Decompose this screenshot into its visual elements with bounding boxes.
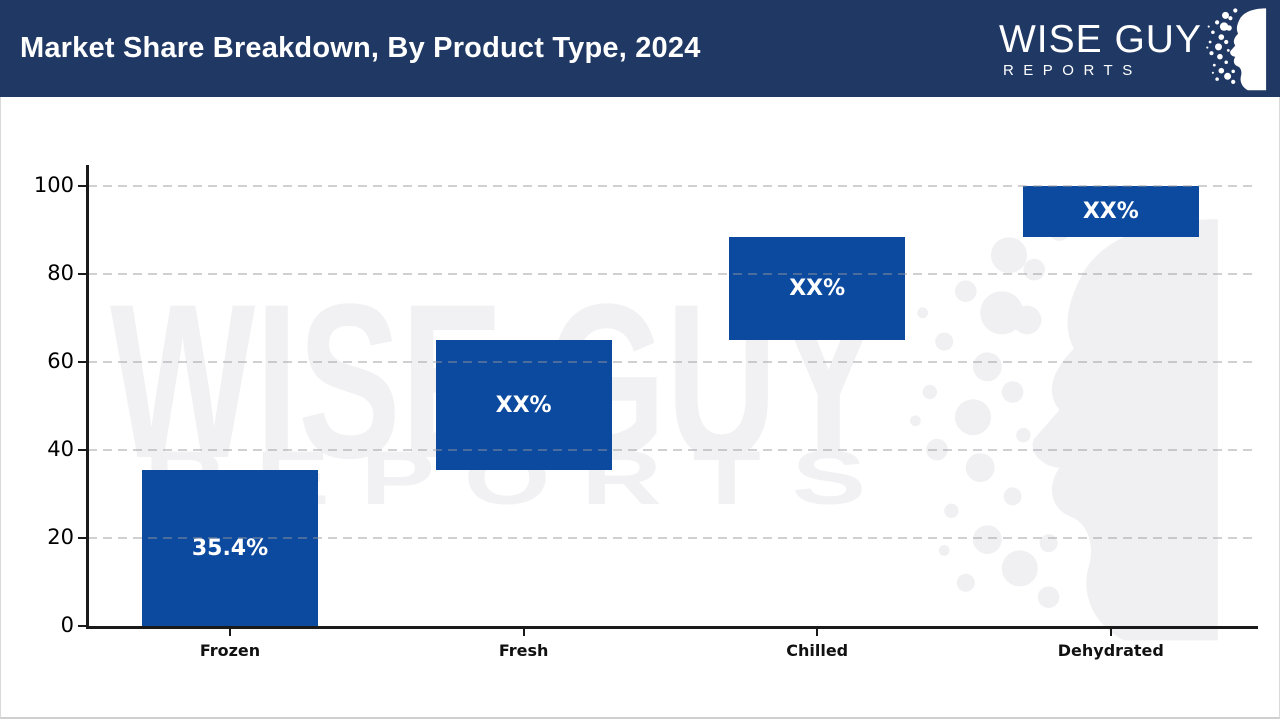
bar-segment-chilled: XX% [729,236,906,340]
gridline [88,185,1258,187]
logo-subtitle: REPORTS [1002,61,1142,79]
x-tick-label-chilled: Chilled [786,641,849,660]
gridline [88,537,1258,539]
x-tick-label-dehydrated: Dehydrated [1057,641,1164,660]
y-tick-label: 40 [47,437,74,461]
y-tick-mark [78,185,87,187]
x-tick-mark [522,629,525,636]
y-tick-label: 100 [33,173,74,197]
bar-value-label: XX% [495,392,552,418]
wise-guy-logo-text: WISE GUY REPORTS [998,17,1202,79]
x-tick-label-fresh: Fresh [498,641,549,660]
watermark-head-icon [910,219,1218,641]
gridline [88,449,1258,451]
bar-segment-frozen: 35.4% [142,470,318,626]
bar-segment-fresh: XX% [435,340,612,471]
y-tick-mark [78,361,87,363]
x-tick-mark [229,629,231,636]
y-tick-label: 0 [60,613,74,637]
logo-wordmark: WISE GUY [998,17,1202,61]
x-tick-mark [1109,629,1112,636]
y-tick-mark [78,625,87,627]
gridline [88,361,1258,363]
x-tick-label-frozen: Frozen [199,641,261,660]
x-tick-mark [816,629,819,636]
gridline [88,273,1258,275]
bar-value-label: XX% [1082,198,1139,224]
y-axis-line [86,165,89,628]
bar-segment-dehydrated: XX% [1022,186,1199,237]
x-axis-line [86,626,1258,629]
bar-value-label: 35.4% [191,535,269,561]
y-tick-mark [78,273,87,275]
header-banner: Market Share Breakdown, By Product Type,… [0,0,1280,97]
wise-guy-logo: WISE GUY REPORTS [999,6,1268,92]
page-title: Market Share Breakdown, By Product Type,… [20,32,701,64]
y-tick-label: 20 [47,525,74,549]
wise-guy-head-icon [1206,8,1267,91]
y-tick-mark [78,449,87,451]
y-tick-label: 80 [47,261,74,285]
y-tick-mark [78,537,87,539]
y-tick-label: 60 [47,349,74,373]
bar-value-label: XX% [789,275,846,301]
